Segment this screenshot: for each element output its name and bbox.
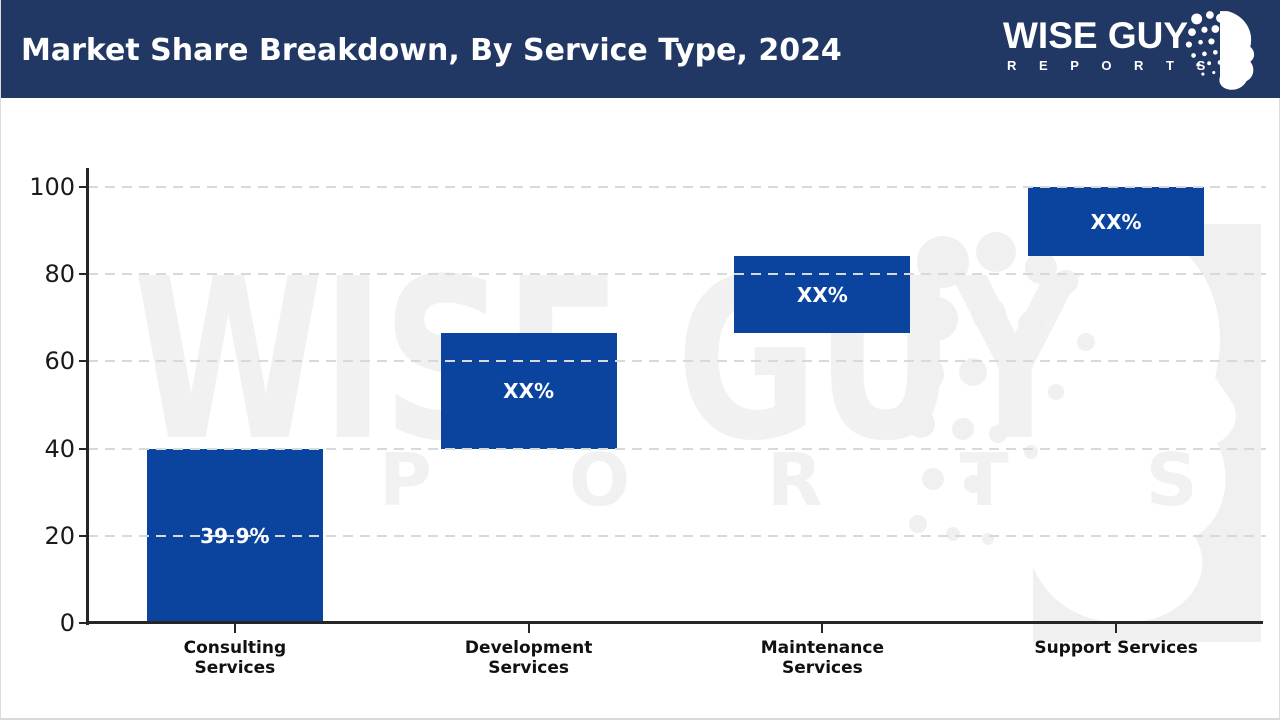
gridline-20 <box>88 534 1266 537</box>
watermark-face-icon <box>907 224 1261 642</box>
y-tick-label-0: 0 <box>59 609 75 637</box>
x-tick-mark-3 <box>821 624 824 633</box>
y-tick-label-100: 100 <box>29 173 75 201</box>
y-tick-mark-0 <box>79 622 88 624</box>
x-tick-mark-1 <box>233 624 236 633</box>
x-category-label: Maintenance Services <box>682 638 962 678</box>
bar-maintenance-services <box>734 256 911 334</box>
y-tick-label-80: 80 <box>44 260 75 289</box>
x-category-label: Support Services <box>976 638 1256 658</box>
y-tick-mark-100 <box>79 186 88 188</box>
x-category-label-line: Services <box>781 658 863 678</box>
gridline-80 <box>88 273 1266 276</box>
header-bar: Market Share Breakdown, By Service Type,… <box>1 0 1280 98</box>
brand-subname: R E P O R T S <box>1007 58 1215 73</box>
bar-value-label: 39.9% <box>200 524 270 549</box>
gridline-40 <box>88 447 1266 450</box>
brand-face-icon <box>1185 11 1255 90</box>
bar-development-services <box>440 333 617 450</box>
brand-logo-text: WISE GUY R E P O R T S <box>1003 15 1215 74</box>
gridline-100 <box>88 186 1266 188</box>
x-tick-mark-4 <box>1115 624 1118 633</box>
x-category-label: Development Services <box>389 638 669 678</box>
gridline-60 <box>88 360 1266 363</box>
y-tick-mark-40 <box>79 447 88 450</box>
y-tick-label-60: 60 <box>44 347 75 376</box>
bar-value-label: XX% <box>796 282 848 307</box>
x-category-label-line: Services <box>194 658 276 678</box>
bar-value-label: XX% <box>503 379 555 404</box>
brand-name: WISE GUY <box>1003 15 1189 56</box>
x-category-label-line: Consulting <box>183 638 287 658</box>
y-tick-mark-80 <box>79 273 88 276</box>
y-tick-label-20: 20 <box>44 521 75 550</box>
x-category-label-line: Services <box>488 658 570 678</box>
brand-logo: WISE GUY R E P O R T S <box>1003 0 1263 98</box>
y-tick-mark-20 <box>79 534 88 537</box>
bar-value-label: XX% <box>1090 209 1142 234</box>
watermark-reports-text: P O R T S <box>379 438 1254 522</box>
chart-title: Market Share Breakdown, By Service Type,… <box>21 33 842 68</box>
y-tick-label-40: 40 <box>44 434 75 463</box>
x-category-label-line: Maintenance <box>760 638 884 658</box>
x-category-label-line: Support Services <box>1034 638 1198 658</box>
y-axis-line <box>86 168 89 625</box>
y-tick-mark-60 <box>79 360 88 363</box>
x-category-label: Consulting Services <box>95 638 375 678</box>
x-tick-mark-2 <box>527 624 530 633</box>
x-category-label-line: Development <box>464 638 593 658</box>
x-axis-line <box>86 621 1263 624</box>
